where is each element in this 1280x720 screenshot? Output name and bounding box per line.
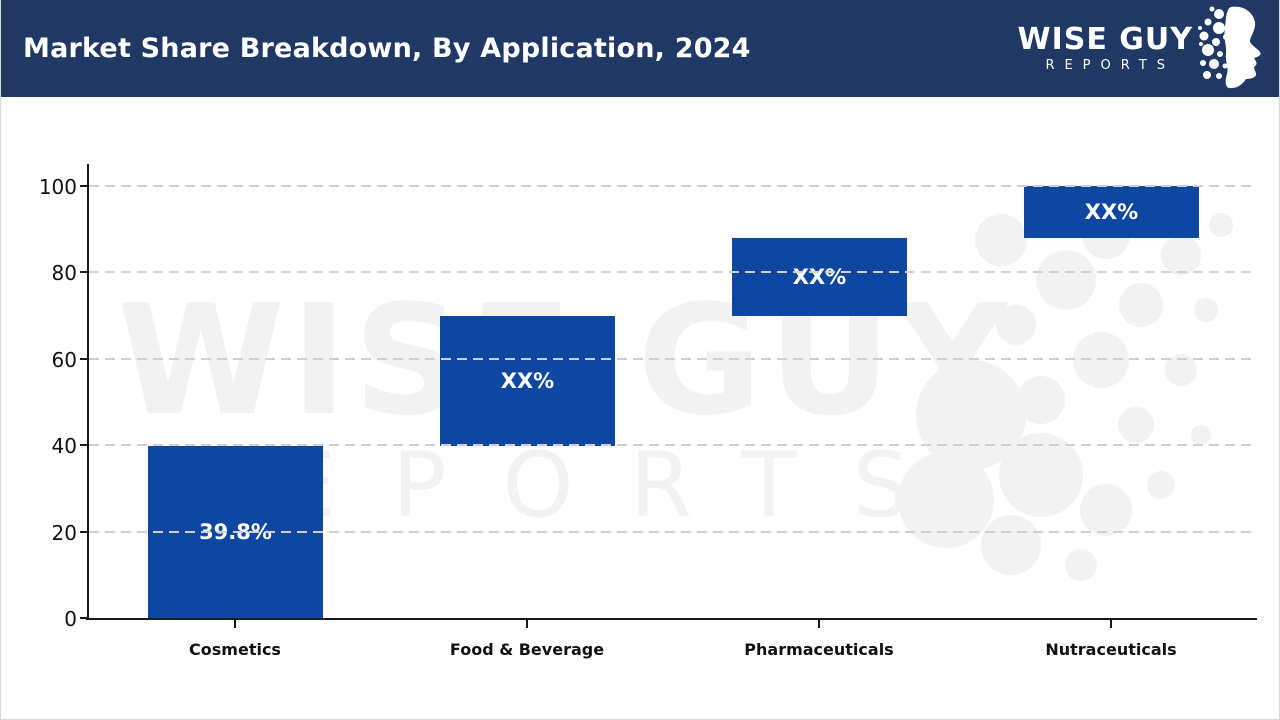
gridline [89,271,1257,274]
y-tick-mark [80,530,87,533]
y-tick-mark [80,357,87,360]
x-category-label: Cosmetics [189,640,281,659]
bar-value-label: XX% [500,369,555,394]
y-tick-mark [80,617,87,619]
x-tick-mark [234,620,236,628]
y-tick-label: 20 [51,520,77,545]
bar-segment: XX% [732,238,907,317]
watermark-head-dots-icon [851,115,1271,599]
y-tick-label: 60 [51,347,77,372]
gridline [89,530,1257,533]
x-axis-line [86,618,1257,620]
header-bar: Market Share Breakdown, By Application, … [1,0,1279,97]
brand-subname: REPORTS [1045,57,1176,73]
x-category-label: Pharmaceuticals [744,640,894,659]
x-tick-mark [818,620,820,628]
plot-area: 0 20 40 60 80 100 39.8% XX% XX% XX% Cosmetics Food … [1,97,1279,719]
gridline [89,444,1257,447]
page-title: Market Share Breakdown, By Application, … [23,33,751,64]
bar-segment: XX% [1024,186,1199,239]
x-tick-mark [1110,620,1112,628]
bar-value-label: XX% [792,265,847,290]
x-category-label: Nutraceuticals [1045,640,1177,659]
y-tick-mark [80,184,87,187]
y-tick-label: 100 [38,174,77,199]
y-axis-line [87,164,89,620]
head-profile-dots-icon [1195,4,1267,94]
x-tick-mark [526,620,528,628]
bar-segment: XX% [440,316,615,446]
brand-name: WISE GUY [1017,21,1193,57]
y-tick-mark [80,271,87,274]
y-tick-label: 40 [51,434,77,459]
bar-value-label: XX% [1084,200,1139,225]
y-tick-mark [80,444,87,447]
brand-logo-text: WISE GUY REPORTS [1017,21,1193,74]
brand-logo: WISE GUY REPORTS [1017,4,1267,94]
y-tick-label: 0 [64,607,77,631]
gridline [89,357,1257,360]
x-category-label: Food & Beverage [449,640,605,659]
y-tick-label: 80 [51,261,77,286]
gridline [89,184,1257,187]
